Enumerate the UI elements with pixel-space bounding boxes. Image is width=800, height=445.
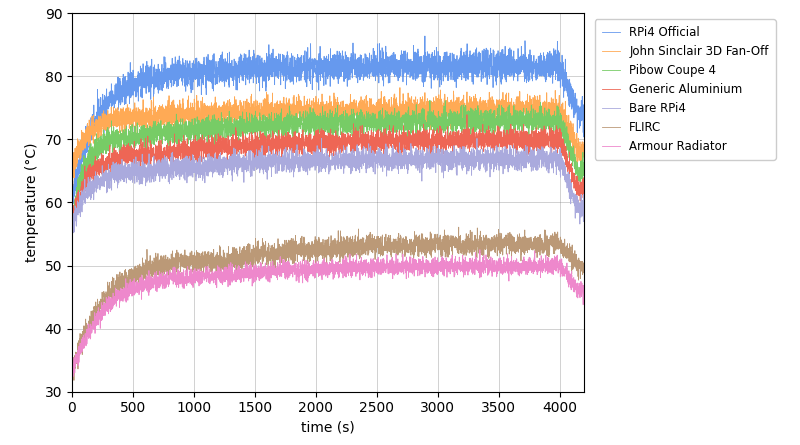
John Sinclair 3D Fan-Off [346, 103, 356, 109]
Pibow Coupe 4 [67, 215, 77, 220]
Bare RPi4 [67, 222, 77, 227]
RPi4 Official [556, 61, 566, 66]
RPi4 Official [420, 33, 430, 39]
John Sinclair 3D Fan-Off [556, 105, 566, 110]
Armour Radiator [237, 269, 246, 274]
RPi4 Official [67, 190, 77, 195]
Generic Aluminium [410, 140, 420, 145]
Line: Pibow Coupe 4: Pibow Coupe 4 [72, 100, 584, 234]
Armour Radiator [67, 370, 77, 375]
Armour Radiator [346, 275, 356, 280]
Line: Bare RPi4: Bare RPi4 [72, 138, 584, 234]
Armour Radiator [556, 259, 566, 265]
Bare RPi4 [317, 136, 326, 141]
Line: Armour Radiator: Armour Radiator [72, 250, 584, 376]
Armour Radiator [579, 291, 589, 297]
FLIRC [69, 378, 78, 383]
FLIRC [237, 257, 246, 263]
Generic Aluminium [579, 191, 589, 196]
Generic Aluminium [346, 136, 356, 141]
John Sinclair 3D Fan-Off [310, 112, 319, 117]
Generic Aluminium [462, 112, 472, 117]
Generic Aluminium [310, 150, 319, 156]
Generic Aluminium [237, 150, 246, 155]
Line: Generic Aluminium: Generic Aluminium [72, 115, 584, 231]
John Sinclair 3D Fan-Off [411, 94, 421, 100]
Pibow Coupe 4 [579, 170, 589, 176]
Y-axis label: temperature (°C): temperature (°C) [25, 143, 39, 262]
Generic Aluminium [67, 221, 77, 226]
FLIRC [346, 243, 356, 248]
John Sinclair 3D Fan-Off [68, 183, 78, 189]
Armour Radiator [506, 261, 515, 266]
Legend: RPi4 Official, John Sinclair 3D Fan-Off, Pibow Coupe 4, Generic Aluminium, Bare : RPi4 Official, John Sinclair 3D Fan-Off,… [595, 19, 776, 160]
Bare RPi4 [411, 152, 421, 157]
RPi4 Official [310, 59, 319, 64]
FLIRC [506, 238, 515, 243]
Pibow Coupe 4 [237, 119, 246, 124]
Line: RPi4 Official: RPi4 Official [72, 36, 584, 203]
Generic Aluminium [506, 138, 515, 144]
Bare RPi4 [556, 159, 566, 165]
Bare RPi4 [67, 231, 77, 236]
Armour Radiator [68, 374, 78, 379]
John Sinclair 3D Fan-Off [395, 85, 405, 90]
X-axis label: time (s): time (s) [301, 421, 355, 435]
Pibow Coupe 4 [506, 126, 515, 131]
Generic Aluminium [556, 142, 566, 147]
John Sinclair 3D Fan-Off [579, 142, 589, 147]
FLIRC [310, 244, 319, 250]
FLIRC [454, 225, 463, 230]
John Sinclair 3D Fan-Off [506, 106, 515, 112]
RPi4 Official [237, 67, 246, 73]
Armour Radiator [475, 247, 485, 252]
Pibow Coupe 4 [346, 116, 356, 121]
RPi4 Official [506, 74, 515, 79]
FLIRC [67, 368, 77, 373]
John Sinclair 3D Fan-Off [237, 100, 246, 105]
Armour Radiator [410, 263, 420, 268]
Pibow Coupe 4 [410, 125, 420, 130]
Bare RPi4 [506, 152, 515, 158]
RPi4 Official [346, 63, 356, 69]
Bare RPi4 [346, 162, 356, 168]
RPi4 Official [579, 110, 589, 115]
John Sinclair 3D Fan-Off [67, 175, 77, 181]
Bare RPi4 [237, 161, 246, 166]
RPi4 Official [410, 60, 420, 65]
Generic Aluminium [68, 228, 78, 233]
RPi4 Official [69, 201, 78, 206]
FLIRC [579, 268, 589, 273]
Line: John Sinclair 3D Fan-Off: John Sinclair 3D Fan-Off [72, 88, 584, 186]
Bare RPi4 [579, 204, 589, 209]
Pibow Coupe 4 [425, 97, 434, 103]
Bare RPi4 [310, 160, 319, 165]
Pibow Coupe 4 [556, 125, 566, 131]
Pibow Coupe 4 [67, 231, 77, 237]
Armour Radiator [310, 262, 319, 267]
FLIRC [556, 239, 566, 245]
FLIRC [410, 245, 420, 251]
Line: FLIRC: FLIRC [72, 227, 584, 380]
Pibow Coupe 4 [310, 123, 319, 129]
